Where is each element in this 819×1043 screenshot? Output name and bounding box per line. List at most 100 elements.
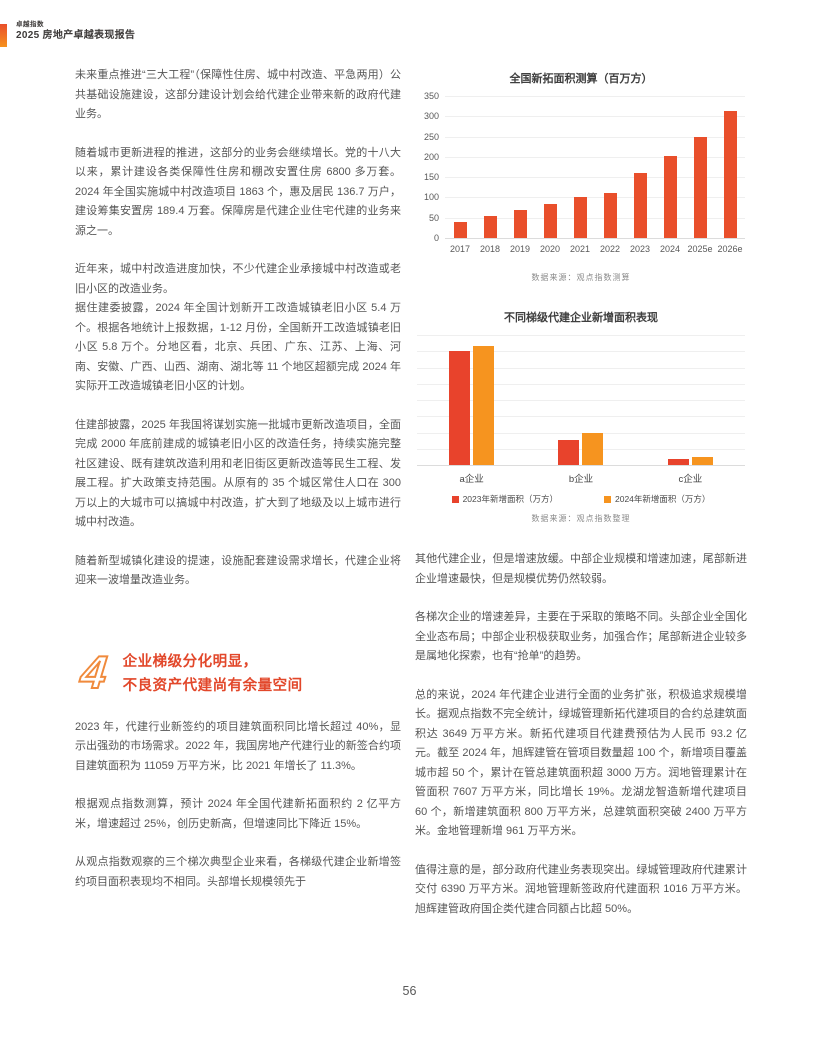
bar-2025e [693, 136, 707, 238]
paragraph: 值得注意的是，部分政府代建业务表现突出。绿城管理政府代建累计交付 6390 万平… [415, 863, 747, 915]
brand-tagline: 卓越指数 [16, 21, 44, 28]
gridline [417, 448, 745, 450]
gridline [417, 367, 745, 369]
left-column: 未来重点推进“三大工程”（保障性住房、城中村改造、平急两用）公共基础设施建设，这… [75, 66, 401, 911]
bar-slot [445, 221, 475, 238]
y-tick-label: 100 [423, 192, 439, 203]
gridline [417, 383, 745, 385]
chart-x-axis: 2017 2018 2019 2020 2021 2022 2023 2024 2025e 202… [445, 244, 745, 254]
paragraph: 随着新型城镇化建设的提速，设施配套建设需求增长，代建企业将迎来一波增量改造业务。 [75, 554, 401, 587]
bar-group-b企业 [526, 433, 635, 465]
bar-group-c企业 [636, 456, 745, 465]
y-tick-label: 150 [423, 172, 439, 183]
x-tick-label: c企业 [678, 474, 703, 485]
bar-group-a企业 [417, 346, 526, 465]
paragraph: 各梯次企业的增速差异，主要在于采取的策略不同。头部企业全国化全业态布局；中部企业… [415, 611, 747, 662]
x-tick-label: 2025e [687, 244, 713, 254]
y-tick-label: 250 [423, 131, 439, 142]
x-tick-label: b企业 [568, 474, 594, 485]
bar-slot [565, 197, 595, 238]
x-tick-label: 2018 [479, 244, 501, 254]
x-tick-label: 2023 [629, 244, 651, 254]
y-tick-label: 50 [428, 212, 439, 223]
bar-b企业-2023年新增面积（万方） [558, 439, 580, 465]
gridline [445, 116, 745, 118]
x-tick-label: a企业 [459, 474, 484, 485]
chart-legend: 2023年新增面积（万方） 2024年新增面积（万方） [415, 493, 747, 505]
section-title-line2: 不良资产代建尚有余量空间 [122, 677, 303, 694]
bar-2022 [603, 193, 617, 238]
gridline [417, 416, 745, 418]
left-paragraphs: 未来重点推进“三大工程”（保障性住房、城中村改造、平急两用）公共基础设施建设，这… [75, 66, 401, 591]
gridline [417, 432, 745, 434]
section-number: 4 [77, 645, 110, 699]
paragraph: 2023 年，代建行业新签约的项目建筑面积同比增长超过 40%，显示出强劲的市场… [75, 720, 401, 772]
report-title: 2025 房地产卓越表现报告 [16, 30, 136, 42]
x-tick-label: 2022 [599, 244, 621, 254]
chart-title: 不同梯级代建企业新增面积表现 [504, 312, 658, 324]
bar-slot [715, 111, 745, 238]
bar-slot [595, 193, 625, 238]
y-tick-label: 350 [423, 91, 439, 101]
gridline [445, 177, 745, 179]
paragraph: 近年来，城中村改造进度加快，不少代建企业承接城中村改造或老旧小区的改造业务。 据… [75, 263, 401, 392]
brand-block: 卓越指数 2025 房地产卓越表现报告 [16, 21, 135, 42]
legend-item: 2024年新增面积（万方） [604, 493, 710, 505]
chart-source-note: 数据来源：观点指数测算 [531, 273, 631, 282]
bar-slot [625, 173, 655, 238]
gridline [445, 217, 745, 219]
bar-groups [417, 335, 745, 465]
bar-slot [475, 215, 505, 238]
bar-2026e [723, 111, 737, 238]
gridline [445, 197, 745, 199]
y-tick-label: 200 [423, 151, 439, 162]
gridline [445, 156, 745, 158]
paragraph: 未来重点推进“三大工程”（保障性住房、城中村改造、平急两用）公共基础设施建设，这… [75, 69, 401, 120]
chart-plot-area: a企业 b企业 c企业 [415, 335, 747, 487]
bar-slot [685, 136, 715, 238]
paragraph: 随着城市更新进程的推进，这部分的业务会继续增长。党的十八大以来，累计建设各类保障… [75, 146, 401, 237]
gridline [445, 238, 745, 239]
section-title: 企业梯级分化明显， 不良资产代建尚有余量空间 [123, 647, 303, 698]
legend-label: 2023年新增面积（万方） [462, 494, 558, 504]
right-paragraphs: 其他代建企业，但是增速放缓。中部企业规模和增速加速，尾部新进企业增速最快，但是规… [415, 550, 747, 919]
gridline [445, 96, 745, 97]
section-title-line1: 企业梯级分化明显， [122, 653, 258, 670]
chart-source-note: 数据来源：观点指数整理 [531, 514, 631, 523]
bar-b企业-2024年新增面积（万方） [582, 433, 604, 465]
x-tick-label: 2020 [539, 244, 561, 254]
bar-series [445, 96, 745, 238]
paragraph: 根据观点指数测算，预计 2024 年全国代建新拓面积约 2 亿平方米，增速超过 … [75, 798, 401, 830]
bar-2019 [513, 210, 527, 238]
right-column: 全国新拓面积测算（百万方） 0 50 100 150 200 250 300 350 2017… [415, 70, 747, 938]
section-paragraphs: 2023 年，代建行业新签约的项目建筑面积同比增长超过 40%，显示出强劲的市场… [75, 718, 401, 893]
gridline [445, 136, 745, 138]
gridline [417, 400, 745, 401]
brand-accent-bar [0, 24, 7, 47]
bar-slot [505, 210, 535, 238]
chart-title: 全国新拓面积测算（百万方） [509, 73, 653, 85]
x-tick-label: 2026e [717, 244, 743, 254]
x-tick-label: 2019 [509, 244, 531, 254]
section-4-heading: 4 企业梯级分化明显， 不良资产代建尚有余量空间 [75, 645, 401, 699]
gridline [417, 335, 745, 336]
bar-c企业-2023年新增面积（万方） [667, 458, 689, 465]
gridline [417, 465, 745, 466]
bar-2023 [633, 173, 647, 238]
chart-tier-new-area: 不同梯级代建企业新增面积表现 a企业 b企业 c企业 2023年新增面积（万方） 20… [415, 309, 747, 524]
x-tick-label: 2017 [449, 244, 471, 254]
chart-x-axis: a企业 b企业 c企业 [417, 471, 745, 485]
chart-national-new-area: 全国新拓面积测算（百万方） 0 50 100 150 200 250 300 350 2017… [415, 70, 747, 283]
bar-c企业-2024年新增面积（万方） [691, 456, 713, 465]
legend-label: 2024年新增面积（万方） [615, 494, 711, 504]
chart-plot-area: 0 50 100 150 200 250 300 350 2017 2018 2019 2020 20… [415, 91, 747, 264]
bar-2020 [543, 203, 557, 238]
legend-item: 2023年新增面积（万方） [451, 493, 558, 505]
paragraph: 总的来说，2024 年代建企业进行全面的业务扩张，积极追求规模增长。据观点指数不… [415, 688, 747, 838]
y-tick-label: 300 [423, 111, 439, 122]
legend-swatch-icon [451, 495, 459, 503]
x-tick-label: 2024 [659, 244, 681, 254]
legend-swatch-icon [604, 495, 611, 503]
bar-2021 [573, 197, 587, 238]
